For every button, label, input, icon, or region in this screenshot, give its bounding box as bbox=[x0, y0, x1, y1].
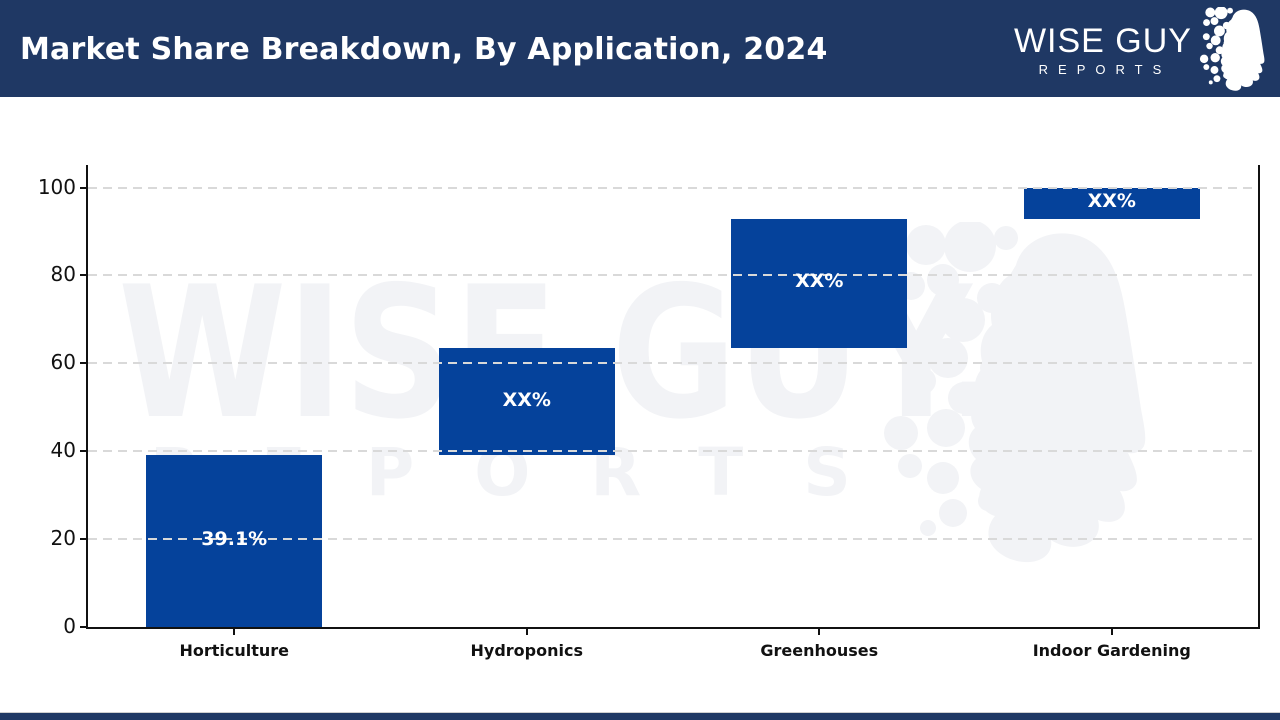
bar-value-label: 39.1% bbox=[201, 528, 268, 551]
x-tick-label-greenhouses: Greenhouses bbox=[760, 641, 879, 660]
y-tick bbox=[80, 362, 87, 365]
watermark-face-icon bbox=[884, 222, 1146, 563]
x-tick bbox=[525, 628, 528, 635]
page-title: Market Share Breakdown, By Application, … bbox=[20, 32, 828, 67]
y-tick bbox=[80, 186, 87, 189]
header-bar: Market Share Breakdown, By Application, … bbox=[0, 0, 1280, 97]
bar-value-label: XX% bbox=[1087, 190, 1136, 213]
x-tick-label-indoor-gardening: Indoor Gardening bbox=[1032, 641, 1191, 660]
logo-subtext: REPORTS bbox=[1038, 61, 1172, 77]
logo-face-icon bbox=[1199, 7, 1265, 91]
x-tick bbox=[818, 628, 821, 635]
y-tick-label: 40 bbox=[50, 438, 76, 463]
x-tick-label-hydroponics: Hydroponics bbox=[470, 641, 583, 660]
bar-hydroponics bbox=[438, 347, 615, 456]
y-tick-label: 0 bbox=[63, 614, 76, 638]
logo-wordmark: WISE GUY bbox=[1013, 21, 1192, 60]
bar-value-label: XX% bbox=[502, 388, 551, 411]
gridline bbox=[88, 538, 1258, 541]
bar-value-label: XX% bbox=[795, 270, 844, 293]
y-tick-label: 100 bbox=[37, 174, 76, 199]
gridline bbox=[88, 362, 1258, 365]
bar-greenhouses bbox=[731, 218, 908, 348]
y-tick bbox=[80, 626, 87, 628]
x-tick-label-horticulture: Horticulture bbox=[179, 641, 290, 660]
x-tick bbox=[1110, 628, 1113, 635]
right-axis-line bbox=[1258, 165, 1260, 629]
y-tick-label: 80 bbox=[50, 262, 76, 287]
x-axis-line bbox=[86, 627, 1258, 629]
y-tick-label: 60 bbox=[50, 350, 76, 375]
y-tick bbox=[80, 274, 87, 277]
brand-logo: WISE GUY REPORTS bbox=[1014, 5, 1272, 93]
y-tick bbox=[80, 450, 87, 453]
bar-indoor-gardening bbox=[1023, 187, 1200, 219]
gridline bbox=[88, 274, 1258, 277]
y-axis-line bbox=[86, 165, 88, 629]
footer-bar bbox=[0, 712, 1280, 720]
x-tick bbox=[233, 628, 236, 635]
gridline bbox=[88, 450, 1258, 453]
gridline bbox=[88, 186, 1258, 189]
y-tick-label: 20 bbox=[50, 526, 76, 551]
y-tick bbox=[80, 538, 87, 541]
brand-logo-text: WISE GUY REPORTS bbox=[1014, 22, 1192, 77]
bar-horticulture bbox=[146, 455, 323, 627]
